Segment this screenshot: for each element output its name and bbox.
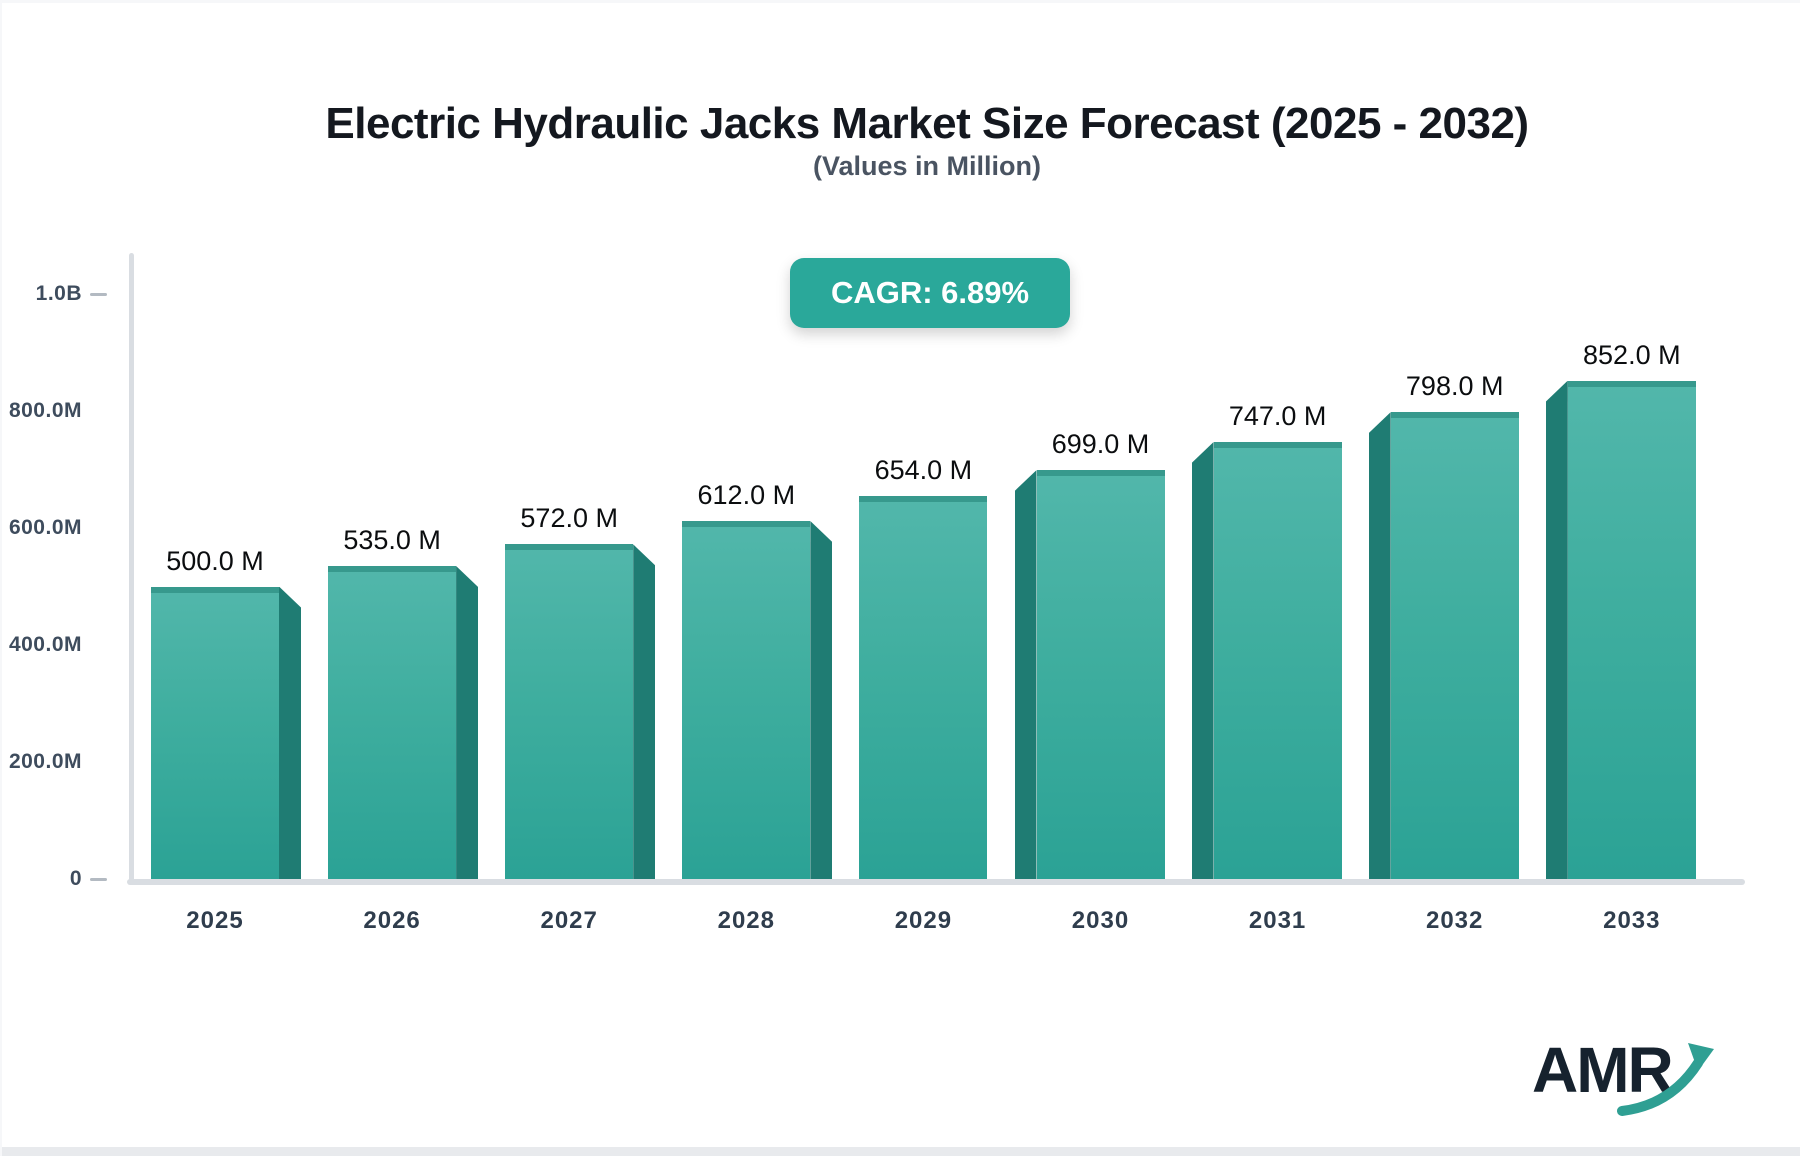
- x-tick-label: 2028: [717, 907, 775, 934]
- y-tick-label: 600.0M: [8, 516, 82, 539]
- bar-value-label: 798.0 M: [1405, 371, 1504, 402]
- chart-subtitle: (Values in Million): [812, 151, 1042, 181]
- y-tick-label: 800.0M: [8, 399, 82, 422]
- x-tick-label: 2031: [1248, 907, 1307, 934]
- bar-value-label: 535.0 M: [343, 525, 441, 556]
- bar-fill: [505, 544, 634, 879]
- bar-top-edge: [1036, 470, 1165, 477]
- bar-fill: [1036, 470, 1165, 879]
- y-tick-label: 400.0M: [8, 633, 82, 656]
- logo-trend-arrow-icon: [1617, 1043, 1714, 1116]
- bar-value-label: 500.0 M: [166, 545, 264, 576]
- y-tick-label: 0: [69, 867, 82, 890]
- bar-2028[interactable]: [682, 520, 811, 879]
- bar-2032[interactable]: [1390, 412, 1519, 879]
- x-tick-label: 2032: [1425, 907, 1484, 934]
- bar-2030[interactable]: [1036, 470, 1165, 879]
- y-tick-label: 200.0M: [8, 750, 82, 773]
- bar-2033[interactable]: [1567, 380, 1696, 879]
- bar-top-edge: [505, 544, 634, 551]
- x-tick-label: 2025: [186, 907, 244, 934]
- bar-value-label: 612.0 M: [697, 479, 796, 510]
- bar-side-face: [279, 586, 301, 879]
- bar-2027[interactable]: [505, 544, 634, 879]
- bar-side-face: [633, 544, 656, 879]
- cagr-badge: CAGR: 6.89%: [790, 258, 1070, 328]
- bar-side-face: [810, 520, 833, 879]
- bar-fill: [1213, 442, 1342, 879]
- bar-fill: [1390, 412, 1519, 879]
- y-tick-label: 1.0B: [35, 282, 82, 305]
- bar-fill: [1567, 380, 1696, 879]
- x-tick-label: 2029: [894, 907, 953, 934]
- x-tick-label: 2030: [1071, 907, 1130, 934]
- bar-2025[interactable]: [151, 586, 279, 879]
- bar-top-edge: [1567, 380, 1696, 387]
- bottom-border: [2, 1147, 1800, 1156]
- bar-2031[interactable]: [1213, 442, 1342, 879]
- bar-value-label: 699.0 M: [1051, 429, 1150, 460]
- bar-value-label: 572.0 M: [520, 503, 618, 534]
- bar-2026[interactable]: [328, 566, 457, 879]
- bar-value-label: 747.0 M: [1228, 401, 1327, 431]
- bar-fill: [682, 520, 811, 879]
- x-tick-label: 2027: [540, 907, 598, 934]
- x-tick-label: 2033: [1603, 907, 1661, 934]
- amr-logo: AMR: [1522, 1033, 1742, 1123]
- bar-value-label: 654.0 M: [874, 455, 973, 486]
- x-axis-line: [127, 879, 1745, 885]
- bar-side-face: [456, 566, 479, 879]
- bar-fill: [328, 566, 457, 879]
- bar-top-edge: [1213, 442, 1342, 448]
- bar-top-edge: [328, 566, 457, 573]
- bar-value-label: 852.0 M: [1583, 339, 1681, 370]
- bar-side-face: [1545, 380, 1568, 879]
- bar-fill: [859, 496, 988, 879]
- y-tick-mark: [90, 878, 107, 881]
- bar-fill: [151, 586, 279, 879]
- y-axis-line: [129, 253, 134, 885]
- bar-side-face: [1368, 412, 1391, 879]
- bar-side-face: [1014, 470, 1037, 879]
- bar-top-edge: [151, 586, 279, 593]
- bar-top-edge: [682, 520, 811, 527]
- chart-title: Electric Hydraulic Jacks Market Size For…: [325, 99, 1529, 148]
- bar-top-edge: [1390, 412, 1519, 419]
- bar-top-edge: [859, 496, 988, 503]
- y-tick-mark: [90, 293, 107, 296]
- bar-side-face: [1191, 442, 1214, 879]
- amr-logo-text: AMR: [1532, 1034, 1674, 1106]
- bar-2029[interactable]: [859, 496, 988, 879]
- x-tick-label: 2026: [363, 907, 421, 934]
